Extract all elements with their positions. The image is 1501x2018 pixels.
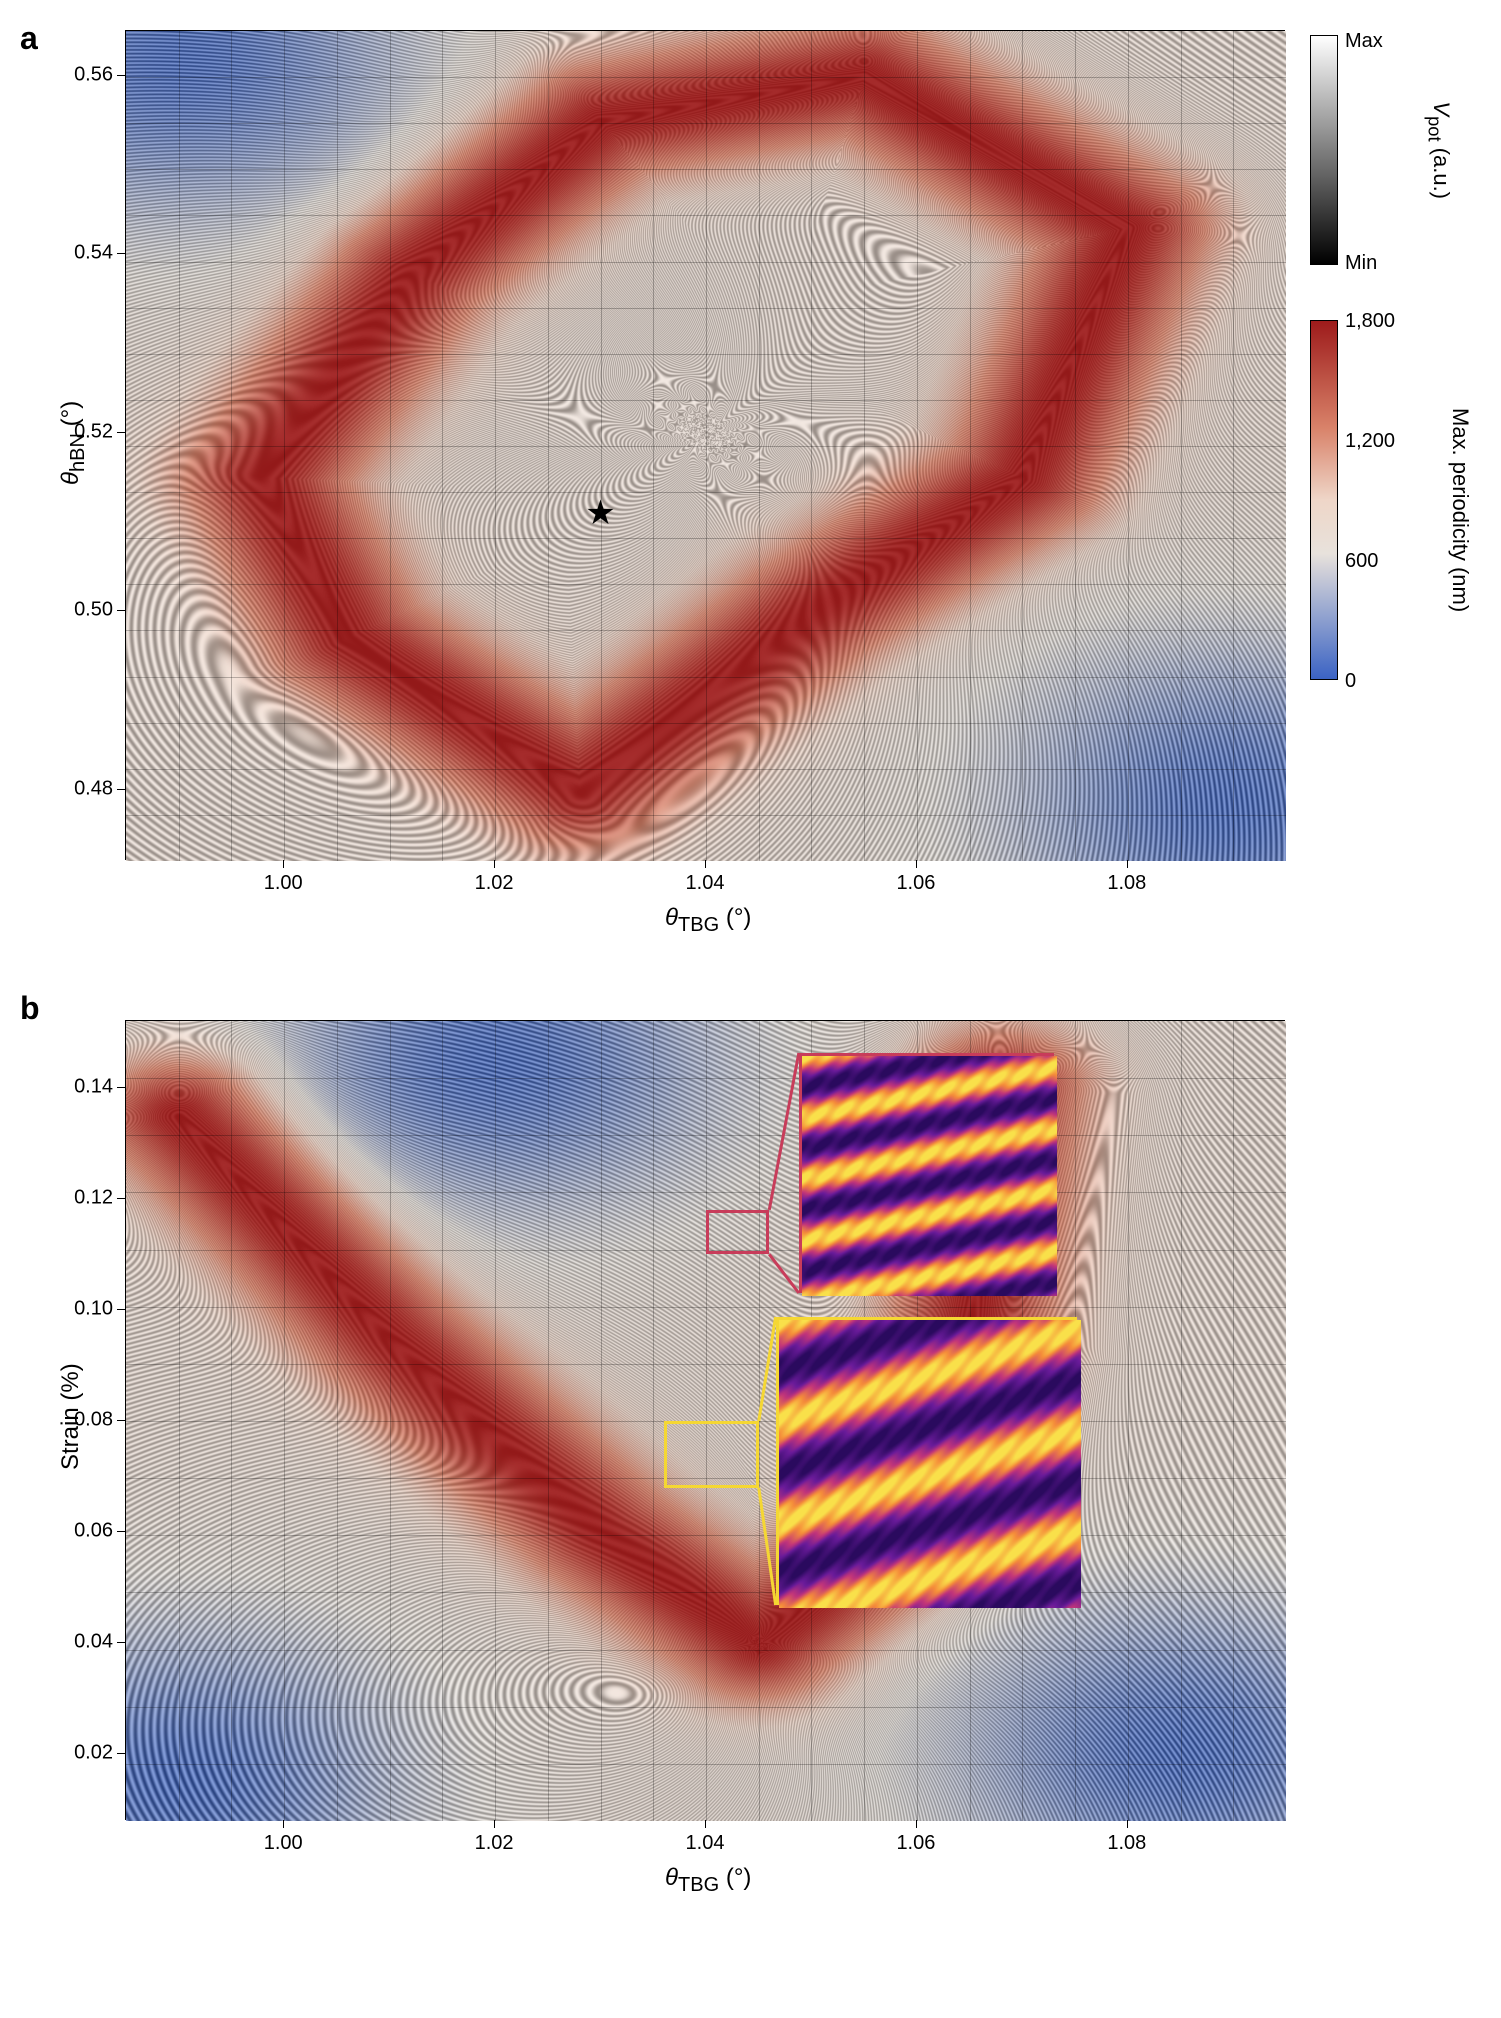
x-tick-label: 1.04	[686, 1832, 725, 1855]
periodicity-tick-label: 1,800	[1345, 310, 1395, 333]
x-tick-label: 1.02	[475, 872, 514, 895]
inset-canvas-red	[802, 1056, 1057, 1296]
periodicity-tick-label: 0	[1345, 670, 1356, 693]
panel-b-x-axis-label: θTBG (°)	[665, 1864, 751, 1897]
panel-b: Strain (%) θTBG (°) 1.001.021.041.061.08…	[125, 1020, 1285, 1820]
periodicity-tick-label: 1,200	[1345, 430, 1395, 453]
panel-a-heatmap-canvas	[126, 31, 1286, 861]
x-tick-label: 1.04	[686, 872, 725, 895]
star-marker: ★	[585, 493, 615, 533]
x-tick-label: 1.06	[896, 872, 935, 895]
y-tick-label: 0.48	[63, 777, 113, 800]
panel-a-x-axis-label: θTBG (°)	[665, 904, 751, 937]
inset-display-red	[799, 1053, 1054, 1293]
x-tick-label: 1.08	[1107, 1832, 1146, 1855]
x-tick-label: 1.08	[1107, 872, 1146, 895]
inset-canvas-yellow	[779, 1320, 1081, 1608]
periodicity-colorbar	[1310, 320, 1338, 680]
periodicity-axis-label: Max. periodicity (nm)	[1447, 408, 1473, 608]
y-tick-label: 0.52	[63, 420, 113, 443]
panel-a-label: a	[20, 20, 38, 57]
vpot-max-label: Max	[1345, 30, 1383, 53]
y-tick-label: 0.12	[63, 1186, 113, 1209]
periodicity-tick-label: 600	[1345, 550, 1378, 573]
y-tick-label: 0.06	[63, 1520, 113, 1543]
inset-display-yellow	[776, 1317, 1078, 1605]
vpot-colorbar	[1310, 35, 1338, 265]
panel-a: ★ θhBN (°) θTBG (°) 1.001.021.041.061.08…	[125, 30, 1285, 860]
y-tick-label: 0.56	[63, 63, 113, 86]
y-tick-label: 0.10	[63, 1297, 113, 1320]
inset-source-red	[706, 1210, 769, 1254]
x-tick-label: 1.00	[264, 872, 303, 895]
x-tick-label: 1.06	[896, 1832, 935, 1855]
panel-a-plot-area: ★	[125, 30, 1285, 860]
y-tick-label: 0.04	[63, 1631, 113, 1654]
vpot-min-label: Min	[1345, 252, 1377, 275]
vpot-axis-label: Vpot (a.u.)	[1424, 101, 1454, 199]
panel-b-insets	[126, 1021, 1286, 1821]
y-tick-label: 0.08	[63, 1409, 113, 1432]
inset-source-yellow	[664, 1421, 759, 1488]
y-tick-label: 0.50	[63, 599, 113, 622]
panel-b-label: b	[20, 990, 40, 1027]
y-tick-label: 0.02	[63, 1742, 113, 1765]
x-tick-label: 1.02	[475, 1832, 514, 1855]
y-tick-label: 0.54	[63, 242, 113, 265]
y-tick-label: 0.14	[63, 1075, 113, 1098]
panel-b-plot-area	[125, 1020, 1285, 1820]
x-tick-label: 1.00	[264, 1832, 303, 1855]
